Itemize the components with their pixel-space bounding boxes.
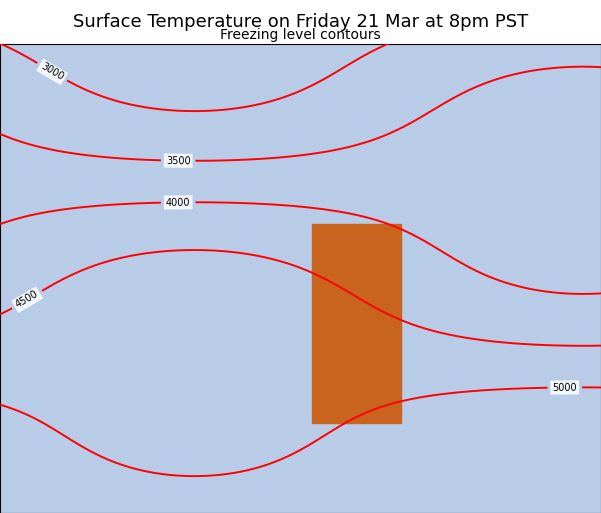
Text: 4000: 4000: [166, 197, 191, 207]
Text: Surface Temperature on Friday 21 Mar at 8pm PST: Surface Temperature on Friday 21 Mar at …: [73, 13, 528, 31]
Text: 3500: 3500: [166, 155, 191, 166]
Text: 3000: 3000: [39, 62, 65, 83]
Text: Freezing level contours: Freezing level contours: [220, 28, 381, 42]
Text: 5000: 5000: [552, 382, 577, 392]
Text: 4500: 4500: [14, 289, 40, 310]
Polygon shape: [312, 224, 401, 423]
